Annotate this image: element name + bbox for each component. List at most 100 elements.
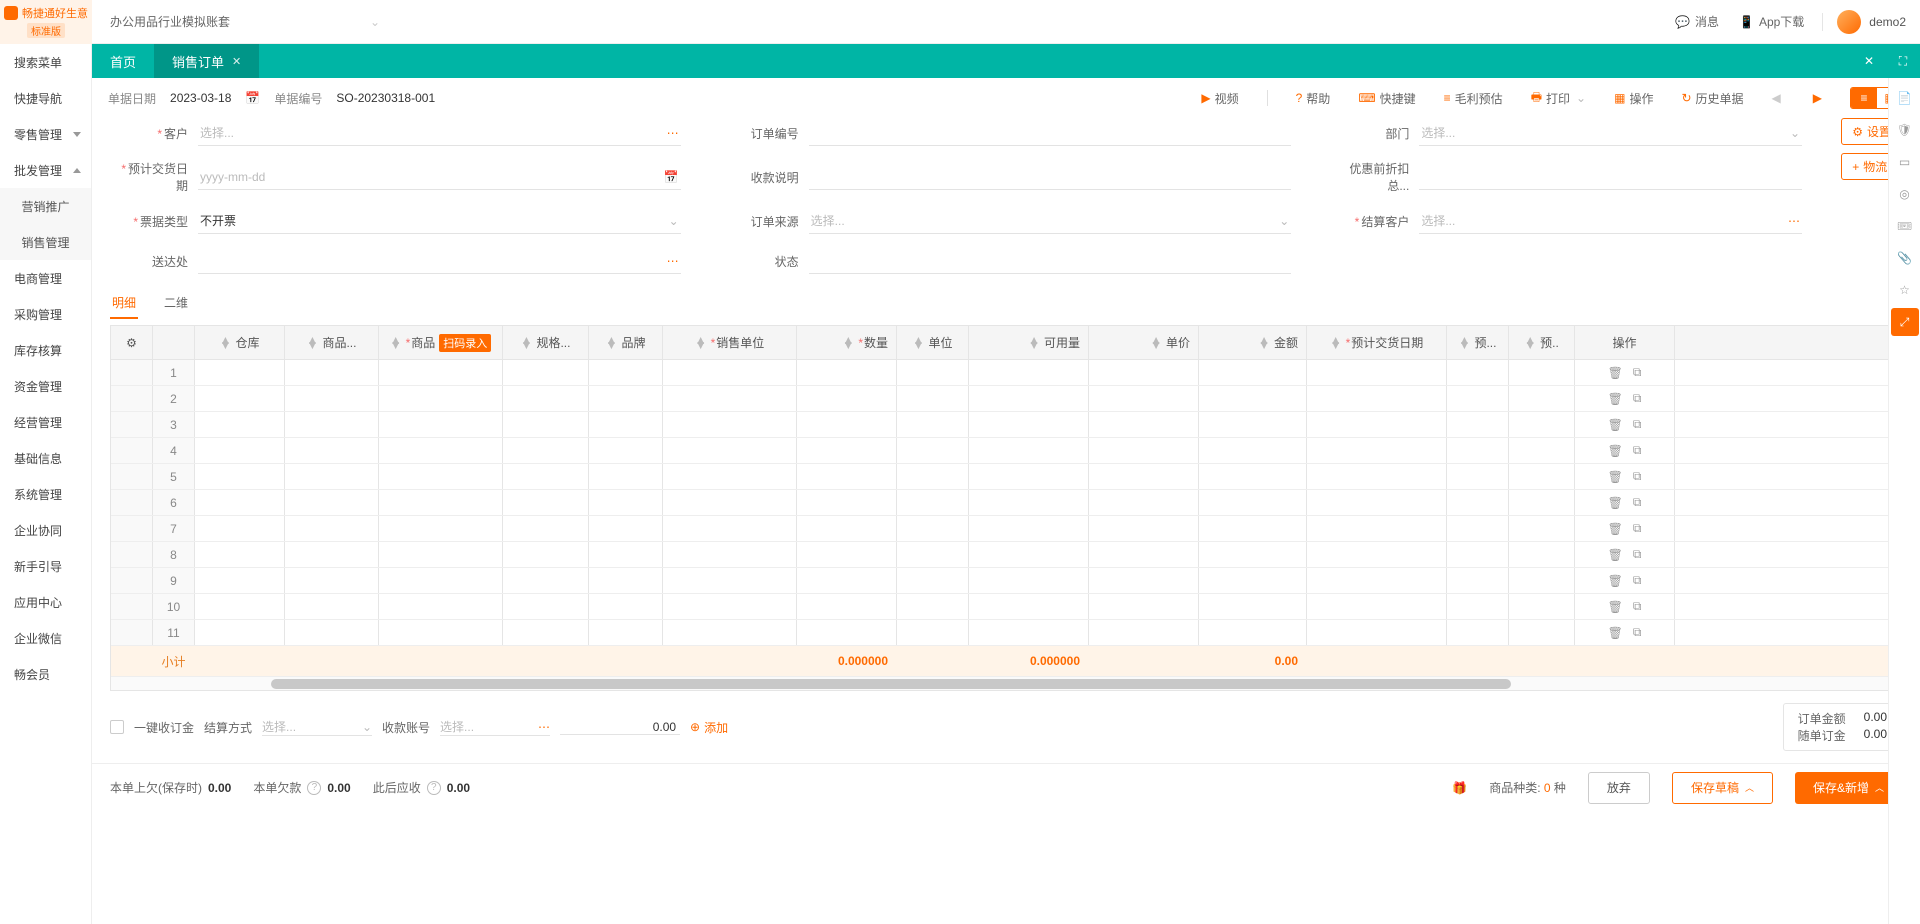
sidebar-sub-sales[interactable]: 销售管理 bbox=[0, 224, 91, 260]
close-icon[interactable]: ✕ bbox=[232, 55, 241, 68]
invoice-select[interactable]: 不开票⌄ bbox=[198, 208, 681, 234]
tab-sales-order[interactable]: 销售订单 ✕ bbox=[154, 44, 259, 78]
col-header[interactable]: ▲▼单价 bbox=[1089, 326, 1199, 359]
help-link[interactable]: ?帮助 bbox=[1296, 90, 1331, 107]
copy-icon[interactable]: ⧉ bbox=[1633, 469, 1642, 484]
abandon-button[interactable]: 放弃 bbox=[1588, 772, 1650, 804]
settle-customer-input[interactable]: 选择...⋯ bbox=[1419, 208, 1802, 234]
col-header[interactable]: ⚙ bbox=[111, 326, 153, 359]
sidebar-item-base[interactable]: 基础信息 bbox=[0, 440, 91, 476]
col-header[interactable]: ▲▼金额 bbox=[1199, 326, 1307, 359]
rail-attach-icon[interactable]: 📎 bbox=[1891, 244, 1919, 272]
delete-icon[interactable]: 🗑 bbox=[1608, 548, 1623, 562]
ellipsis-icon[interactable]: ⋯ bbox=[667, 126, 679, 140]
col-header[interactable]: ▲▼*销售单位 bbox=[663, 326, 797, 359]
settle-method-select[interactable]: 选择...⌄ bbox=[262, 718, 372, 736]
save-and-new-button[interactable]: 保存&新增︿ bbox=[1795, 772, 1902, 804]
delete-icon[interactable]: 🗑 bbox=[1608, 626, 1623, 640]
col-header[interactable] bbox=[153, 326, 195, 359]
delete-icon[interactable]: 🗑 bbox=[1608, 392, 1623, 406]
tenant-select[interactable]: 办公用品行业模拟账套 ⌄ bbox=[110, 13, 380, 30]
horizontal-scrollbar[interactable] bbox=[111, 676, 1901, 690]
table-row[interactable]: 10🗑⧉ bbox=[111, 594, 1901, 620]
calendar-icon[interactable]: 📅 bbox=[245, 91, 260, 105]
expdate-input[interactable]: yyyy-mm-dd📅 bbox=[198, 164, 681, 190]
calendar-icon[interactable]: 📅 bbox=[664, 170, 679, 184]
chevron-down-icon[interactable]: ⌄ bbox=[1790, 126, 1800, 140]
rail-coin-icon[interactable]: ◎ bbox=[1891, 180, 1919, 208]
delete-icon[interactable]: 🗑 bbox=[1608, 366, 1623, 380]
user-name[interactable]: demo2 bbox=[1869, 15, 1906, 29]
help-icon[interactable]: ? bbox=[307, 781, 321, 795]
orderno-input[interactable] bbox=[809, 120, 1292, 146]
copy-icon[interactable]: ⧉ bbox=[1633, 625, 1642, 640]
col-header[interactable]: ▲▼可用量 bbox=[969, 326, 1089, 359]
table-row[interactable]: 3🗑⧉ bbox=[111, 412, 1901, 438]
table-row[interactable]: 4🗑⧉ bbox=[111, 438, 1901, 464]
rail-expand-icon[interactable]: ⤢ bbox=[1891, 308, 1919, 336]
copy-icon[interactable]: ⧉ bbox=[1633, 365, 1642, 380]
sidebar-item-purchase[interactable]: 采购管理 bbox=[0, 296, 91, 332]
sidebar-item-ecommerce[interactable]: 电商管理 bbox=[0, 260, 91, 296]
shortcut-link[interactable]: ⌨快捷键 bbox=[1358, 90, 1415, 107]
app-download-link[interactable]: 📱 App下载 bbox=[1739, 13, 1804, 30]
col-header[interactable]: ▲▼*预计交货日期 bbox=[1307, 326, 1447, 359]
detail-tab-matrix[interactable]: 二维 bbox=[162, 288, 190, 319]
col-header[interactable]: ▲▼仓库 bbox=[195, 326, 285, 359]
copy-icon[interactable]: ⧉ bbox=[1633, 547, 1642, 562]
next-doc-arrow[interactable]: ▶ bbox=[1809, 87, 1826, 109]
source-select[interactable]: 选择...⌄ bbox=[809, 208, 1292, 234]
table-row[interactable]: 1🗑⧉ bbox=[111, 360, 1901, 386]
sidebar-item-system[interactable]: 系统管理 bbox=[0, 476, 91, 512]
view-list-icon[interactable]: ≡ bbox=[1851, 88, 1877, 108]
table-row[interactable]: 6🗑⧉ bbox=[111, 490, 1901, 516]
copy-icon[interactable]: ⧉ bbox=[1633, 443, 1642, 458]
tab-home[interactable]: 首页 bbox=[92, 44, 154, 78]
col-header[interactable]: ▲▼商品... bbox=[285, 326, 379, 359]
table-row[interactable]: 11🗑⧉ bbox=[111, 620, 1901, 646]
copy-icon[interactable]: ⧉ bbox=[1633, 599, 1642, 614]
col-header[interactable]: ▲▼规格... bbox=[503, 326, 589, 359]
copy-icon[interactable]: ⧉ bbox=[1633, 391, 1642, 406]
table-row[interactable]: 5🗑⧉ bbox=[111, 464, 1901, 490]
rail-note-icon[interactable]: 📄 bbox=[1891, 84, 1919, 112]
delete-icon[interactable]: 🗑 bbox=[1608, 522, 1623, 536]
doc-date-value[interactable]: 2023-03-18 bbox=[170, 91, 231, 105]
col-header[interactable]: ▲▼品牌 bbox=[589, 326, 663, 359]
logo-block[interactable]: 畅捷通好生意 标准版 bbox=[0, 0, 92, 44]
table-row[interactable]: 8🗑⧉ bbox=[111, 542, 1901, 568]
rail-shield-icon[interactable]: 🛡 bbox=[1891, 116, 1919, 144]
operate-link[interactable]: ▦操作 bbox=[1614, 90, 1653, 107]
sidebar-item-guide[interactable]: 新手引导 bbox=[0, 548, 91, 584]
detail-tab-detail[interactable]: 明细 bbox=[110, 288, 138, 319]
customer-input[interactable]: 选择...⋯ bbox=[198, 120, 681, 146]
pay-amount-input[interactable]: 0.00 bbox=[560, 720, 680, 735]
copy-icon[interactable]: ⧉ bbox=[1633, 495, 1642, 510]
rail-box-icon[interactable]: ▭ bbox=[1891, 148, 1919, 176]
history-link[interactable]: ↻历史单据 bbox=[1681, 90, 1743, 107]
col-header[interactable]: ▲▼*商品扫码录入 bbox=[379, 326, 503, 359]
sidebar-item-inventory[interactable]: 库存核算 bbox=[0, 332, 91, 368]
col-header[interactable]: ▲▼单位 bbox=[897, 326, 969, 359]
col-header[interactable]: ▲▼*数量 bbox=[797, 326, 897, 359]
ellipsis-icon[interactable]: ⋯ bbox=[667, 254, 679, 268]
sidebar-item-search[interactable]: 搜索菜单 bbox=[0, 44, 91, 80]
shipto-input[interactable]: ⋯ bbox=[198, 248, 681, 274]
rail-ticket-icon[interactable]: 🎟 bbox=[1891, 212, 1919, 240]
sidebar-item-wechat[interactable]: 企业微信 bbox=[0, 620, 91, 656]
sidebar-item-member[interactable]: 畅会员 bbox=[0, 656, 91, 692]
rail-star-icon[interactable]: ☆ bbox=[1891, 276, 1919, 304]
messages-link[interactable]: 💬 消息 bbox=[1675, 13, 1719, 30]
sidebar-item-appcenter[interactable]: 应用中心 bbox=[0, 584, 91, 620]
copy-icon[interactable]: ⧉ bbox=[1633, 417, 1642, 432]
pretotal-input[interactable] bbox=[1419, 164, 1802, 190]
chevron-down-icon[interactable]: ⌄ bbox=[669, 214, 679, 228]
video-link[interactable]: ▶视频 bbox=[1201, 90, 1238, 107]
delete-icon[interactable]: 🗑 bbox=[1608, 470, 1623, 484]
delete-icon[interactable]: 🗑 bbox=[1608, 418, 1623, 432]
table-row[interactable]: 9🗑⧉ bbox=[111, 568, 1901, 594]
help-icon[interactable]: ? bbox=[427, 781, 441, 795]
paydesc-input[interactable] bbox=[809, 164, 1292, 190]
account-select[interactable]: 选择...⋯ bbox=[440, 718, 550, 736]
sidebar-sub-marketing[interactable]: 营销推广 bbox=[0, 188, 91, 224]
